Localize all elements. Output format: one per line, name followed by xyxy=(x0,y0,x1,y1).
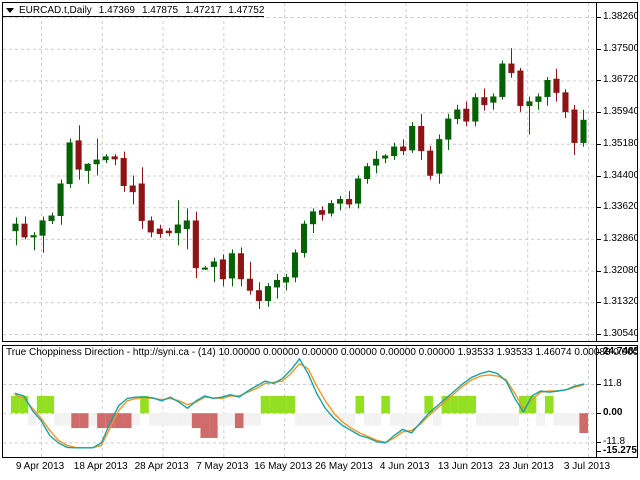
triangle-down-icon[interactable] xyxy=(6,7,14,13)
time-axis-label: 9 Apr 2013 xyxy=(15,461,65,472)
price-axis-label: 1.36720 xyxy=(603,74,638,86)
price-axis[interactable]: 1.38260 1.37500 1.36720 1.35940 1.35180 1.344… xyxy=(596,3,637,341)
price-axis-tick xyxy=(597,48,601,50)
price-axis-tick xyxy=(597,17,601,18)
price-axis-label: 1.30540 xyxy=(603,328,638,339)
price-axis-tick xyxy=(597,207,601,209)
price-axis-tick xyxy=(597,334,601,335)
indicator-axis-tick xyxy=(597,442,601,444)
price-axis-label: 1.31320 xyxy=(603,296,638,308)
price-axis-tick xyxy=(597,175,601,177)
time-axis-label: 7 May 2013 xyxy=(196,461,249,472)
price-plot-area[interactable] xyxy=(3,3,598,341)
indicator-axis-label: 0.00 xyxy=(603,407,623,419)
price-axis-tick xyxy=(597,302,601,304)
indicator-axis-label: -15.2755 xyxy=(603,445,637,456)
ohlc-high-value: 1.47875 xyxy=(141,4,179,16)
choppiness-indicator-chart xyxy=(3,346,598,457)
indicator-axis-label: -11.8 xyxy=(603,436,626,448)
time-axis-label: 3 Jul 2013 xyxy=(563,461,611,472)
indicator-axis-tick xyxy=(597,352,601,353)
price-axis-tick xyxy=(597,112,601,114)
header-divider xyxy=(3,16,265,17)
indicator-axis-label: 11.8 xyxy=(603,378,622,390)
time-axis-label: 28 Apr 2013 xyxy=(134,461,189,472)
indicator-axis-tick xyxy=(597,451,601,452)
price-axis-label: 1.37500 xyxy=(603,42,638,54)
time-axis-label: 26 May 2013 xyxy=(314,461,373,472)
ohlc-low-value: 1.47217 xyxy=(185,4,222,16)
price-axis-tick xyxy=(597,143,601,145)
indicator-panel[interactable]: 24.74857 11.8 0.00 -11.8-15.2755 True Chopp… xyxy=(2,345,638,458)
candlestick-chart xyxy=(3,3,598,341)
symbol-header[interactable]: EURCAD.t,Daily 1.47369 1.47875 1.47217 1… xyxy=(3,3,265,17)
ohlc-close-value: 1.47752 xyxy=(228,4,265,16)
time-axis-label: 13 Jun 2013 xyxy=(437,461,493,472)
price-axis-label: 1.32080 xyxy=(603,264,638,276)
indicator-title-label: True Choppiness Direction - http://syni.… xyxy=(6,347,638,358)
time-axis-label: 23 Jun 2013 xyxy=(498,461,554,472)
indicator-axis-label: 24.74857 xyxy=(603,346,637,357)
ohlc-open-value: 1.47369 xyxy=(98,4,135,16)
time-axis-label: 4 Jun 2013 xyxy=(379,461,430,472)
indicator-axis[interactable]: 24.74857 11.8 0.00 -11.8-15.2755 xyxy=(596,346,637,457)
indicator-plot-area[interactable] xyxy=(3,346,598,457)
price-axis-label: 1.35180 xyxy=(603,137,638,149)
time-axis-label: 16 May 2013 xyxy=(254,461,313,472)
price-axis-tick xyxy=(597,238,601,240)
price-axis-label: 1.38260 xyxy=(603,11,638,22)
price-axis-tick xyxy=(597,270,601,272)
indicator-axis-tick xyxy=(597,413,601,415)
symbol-name-label: EURCAD.t,Daily xyxy=(19,4,92,16)
price-axis-label: 1.32860 xyxy=(603,232,638,244)
time-axis-label: 18 Apr 2013 xyxy=(73,461,128,472)
price-chart-panel[interactable]: 1.38260 1.37500 1.36720 1.35940 1.35180 1.344… xyxy=(2,2,638,342)
price-axis-tick xyxy=(597,80,601,82)
price-axis-label: 1.35940 xyxy=(603,106,638,118)
indicator-axis-tick xyxy=(597,384,601,386)
price-axis-label: 1.34400 xyxy=(603,169,638,181)
time-axis[interactable]: 9 Apr 2013 18 Apr 2013 28 Apr 2013 7 May 20… xyxy=(2,459,638,478)
price-axis-label: 1.33620 xyxy=(603,201,638,213)
